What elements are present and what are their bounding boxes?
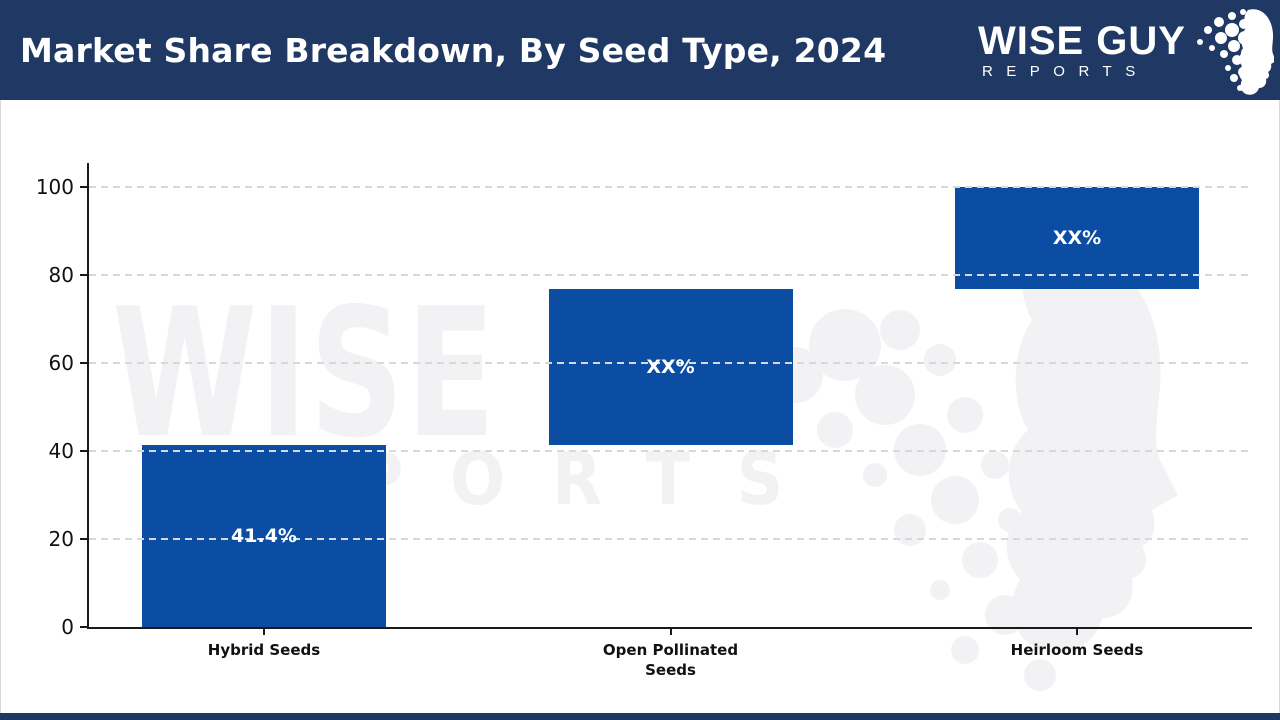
logo-subtitle: REPORTS <box>981 63 1149 80</box>
bar-segment <box>548 289 793 445</box>
bar-value-label: XX% <box>1052 226 1102 249</box>
y-tick-label: 0 <box>61 615 74 639</box>
logo-wordmark: WISE GUY <box>977 19 1186 63</box>
gridline <box>89 273 1252 276</box>
logo-face-icon <box>1197 9 1274 95</box>
page-title: Market Share Breakdown, By Seed Type, 20… <box>20 30 887 70</box>
y-tick-mark <box>80 185 87 188</box>
x-tick-label-line: Seeds <box>645 661 696 679</box>
y-tick-label: 100 <box>35 174 74 199</box>
x-tick-label-line: Heirloom Seeds <box>1010 641 1144 659</box>
bar-value-label: XX% <box>646 355 695 378</box>
gridline <box>89 185 1252 188</box>
footer-bar <box>0 713 1280 720</box>
logo-text: WISE GUY REPORTS <box>978 21 1186 79</box>
x-axis-spine <box>87 627 1252 629</box>
x-tick-label: Heirloom Seeds <box>1011 640 1144 660</box>
x-tick-label-line: Hybrid Seeds <box>207 641 321 659</box>
bar-segment <box>142 444 386 627</box>
gridline <box>89 537 1252 540</box>
y-tick-mark <box>80 626 87 628</box>
chart-area: WISE REPORTS 0 20 40 60 80 100 Hybrid Seeds Ope… <box>0 100 1280 713</box>
plot: 0 20 40 60 80 100 Hybrid Seeds Open Pollinated S… <box>0 100 1280 713</box>
x-tick-label: Open Pollinated Seeds <box>603 640 738 680</box>
y-tick-label: 80 <box>48 262 74 287</box>
bar-value-label: 41.4% <box>231 524 297 547</box>
x-tick-label-line: Open Pollinated <box>602 641 739 659</box>
x-tick-mark <box>669 629 672 635</box>
x-tick-mark <box>1076 629 1078 635</box>
x-tick-label: Hybrid Seeds <box>208 640 320 660</box>
y-tick-label: 40 <box>48 438 74 463</box>
gridline <box>89 361 1252 364</box>
x-tick-mark <box>263 629 265 635</box>
y-axis-spine <box>87 163 89 629</box>
y-tick-label: 20 <box>48 526 74 551</box>
y-tick-mark <box>80 273 87 276</box>
gridline <box>89 449 1252 452</box>
header: Market Share Breakdown, By Seed Type, 20… <box>0 0 1280 100</box>
y-tick-mark <box>80 361 87 364</box>
y-tick-mark <box>80 449 87 452</box>
y-tick-label: 60 <box>48 350 74 375</box>
brand-logo: WISE GUY REPORTS <box>978 4 1274 96</box>
y-tick-mark <box>80 537 87 540</box>
